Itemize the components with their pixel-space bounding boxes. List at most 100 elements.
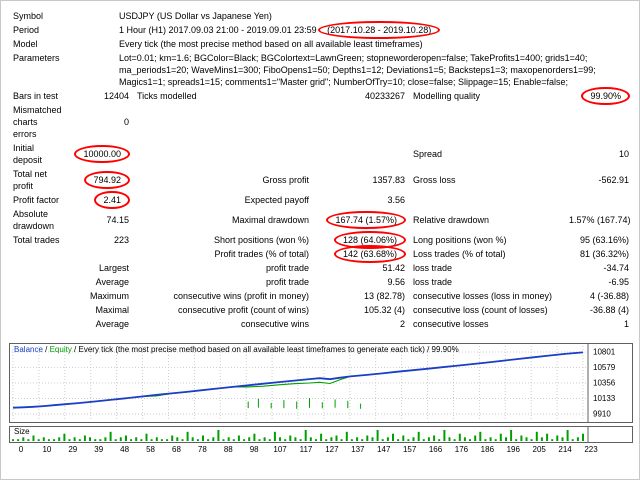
- size-plot: [12, 427, 589, 442]
- total-trades-value: 223: [113, 235, 129, 245]
- report-table: Symbol USDJPY (US Dollar vs Japanese Yen…: [9, 9, 633, 331]
- average-profit-trade-label: profit trade: [265, 277, 309, 287]
- average2-label: Average: [95, 319, 129, 329]
- x-axis-tick: 166: [428, 445, 443, 454]
- max-consecutive-losses-label: consecutive losses (loss in money): [413, 291, 553, 301]
- y-axis-label: 10133: [593, 394, 616, 403]
- period-label: Period: [13, 25, 40, 35]
- model-value: Every tick (the most precise method base…: [119, 39, 423, 49]
- report-row: Maximal consecutive profit (count of win…: [9, 303, 633, 317]
- short-positions-label: Short positions (won %): [213, 235, 309, 245]
- report-row: Bars in test 12404 Ticks modelled 402332…: [9, 87, 633, 105]
- x-axis-tick: 186: [480, 445, 495, 454]
- balance-equity-plot: 10801 10579 10356 10133 9910: [12, 344, 616, 422]
- report-row: Parameters Lot=0.01; km=1.6; BGColor=Bla…: [9, 51, 633, 89]
- empty-cell: [409, 193, 565, 207]
- mismatched-errors-label: Mismatched charts errors: [13, 105, 62, 139]
- initial-deposit-label: Initial deposit: [13, 143, 43, 165]
- long-positions-label: Long positions (won %): [413, 235, 507, 245]
- avg-consecutive-losses-value: 1: [624, 319, 630, 329]
- modelling-quality-label: Modelling quality: [413, 91, 481, 101]
- empty-cell: [9, 247, 67, 261]
- chart-legend: Balance / Equity / Every tick (the most …: [14, 345, 459, 355]
- average-profit-trade-value: 9.56: [387, 277, 405, 287]
- highlight-oval: 2.41: [94, 191, 130, 209]
- x-axis-tick: 0: [18, 445, 24, 454]
- x-axis-tick: 68: [172, 445, 181, 454]
- empty-cell: [67, 247, 133, 261]
- x-axis-tick: 157: [402, 445, 417, 454]
- largest-profit-trade-value: 51.42: [382, 263, 405, 273]
- balance-equity-chart: Balance / Equity / Every tick (the most …: [9, 343, 633, 423]
- long-positions-value: 95 (63.16%): [579, 235, 630, 245]
- x-axis-tick: 117: [299, 445, 313, 454]
- absolute-drawdown-value: 74.15: [106, 215, 129, 225]
- average-label: Average: [95, 277, 129, 287]
- parameters-label: Parameters: [13, 53, 60, 63]
- max-consecutive-loss-value: -36.88 (4): [589, 305, 630, 315]
- largest-loss-trade-label: loss trade: [413, 263, 453, 273]
- report-row: Profit trades (% of total) 142 (63.68%) …: [9, 245, 633, 263]
- relative-drawdown-value: 1.57% (167.74): [569, 215, 631, 225]
- y-axis-label: 10801: [593, 348, 616, 357]
- report-row: Average consecutive wins 2 consecutive l…: [9, 317, 633, 331]
- gross-profit-value: 1357.83: [372, 175, 405, 185]
- x-axis-tick: 107: [273, 445, 287, 454]
- largest-profit-trade-label: profit trade: [265, 263, 309, 273]
- spread-value: 10: [619, 149, 630, 159]
- x-axis-tick: 29: [68, 445, 78, 454]
- average-loss-trade-value: -6.95: [608, 277, 630, 287]
- x-axis-tick: 214: [558, 445, 572, 454]
- profit-trades-label: Profit trades (% of total): [214, 249, 309, 259]
- size-chart: Size: [9, 426, 633, 443]
- y-axis-label: 10356: [593, 379, 616, 388]
- bars-in-test-value: 12404: [103, 91, 129, 101]
- spread-label: Spread: [413, 149, 443, 159]
- parameters-value: Lot=0.01; km=1.6; BGColor=Black; BGColor…: [119, 53, 596, 87]
- absolute-drawdown-label: Absolute drawdown: [13, 209, 55, 231]
- symbol-value: USDJPY (US Dollar vs Japanese Yen): [119, 11, 272, 21]
- period-value: 1 Hour (H1) 2017.09.03 21:00 - 2019.09.0…: [67, 21, 633, 39]
- avg-consecutive-losses-label: consecutive losses: [413, 319, 489, 329]
- expected-payoff-value: 3.56: [387, 195, 405, 205]
- x-axis-tick: 196: [506, 445, 520, 454]
- legend-equity-label: Equity: [49, 345, 72, 354]
- x-axis-tick: 147: [377, 445, 391, 454]
- report-row: Symbol USDJPY (US Dollar vs Japanese Yen…: [9, 9, 633, 23]
- empty-cell: [133, 103, 633, 141]
- maximal-drawdown-label: Maximal drawdown: [231, 215, 309, 225]
- highlight-oval: 99.90%: [581, 87, 630, 105]
- profit-factor-label: Profit factor: [13, 195, 60, 205]
- relative-drawdown-label: Relative drawdown: [413, 215, 490, 225]
- avg-consecutive-wins-label: consecutive wins: [240, 319, 309, 329]
- highlight-oval: 142 (63.68%): [333, 245, 407, 263]
- model-label: Model: [13, 39, 38, 49]
- x-axis-tick: 127: [325, 445, 339, 454]
- x-axis-tick: 176: [454, 445, 469, 454]
- report-row: Period 1 Hour (H1) 2017.09.03 21:00 - 20…: [9, 21, 633, 39]
- ticks-modelled-label: Ticks modelled: [137, 91, 197, 101]
- report-row: Maximum consecutive wins (profit in mone…: [9, 289, 633, 303]
- gross-loss-label: Gross loss: [413, 175, 456, 185]
- largest-label: Largest: [98, 263, 129, 273]
- empty-cell: [313, 141, 409, 167]
- x-axis-tick: 10: [42, 445, 52, 454]
- y-axis-label: 10579: [593, 363, 616, 372]
- gross-loss-value: -562.91: [598, 175, 630, 185]
- empty-cell: [565, 193, 633, 207]
- highlight-oval: (2017.10.28 - 2019.10.28): [318, 21, 441, 39]
- mismatched-errors-value: 0: [123, 117, 129, 127]
- max-consecutive-losses-value: 4 (-36.88): [589, 291, 630, 301]
- x-axis-tick: 98: [249, 445, 259, 454]
- max-consecutive-profit-label: consecutive profit (count of wins): [177, 305, 309, 315]
- bars-in-test-label: Bars in test: [13, 91, 59, 101]
- highlight-oval: 167.74 (1.57%): [326, 211, 406, 229]
- ticks-modelled-value: 40233267: [364, 91, 405, 101]
- max-consecutive-wins-value: 13 (82.78): [363, 291, 405, 301]
- report-row: Initial deposit 10000.00 Spread 10: [9, 141, 633, 167]
- highlight-oval: 10000.00: [74, 145, 130, 163]
- expected-payoff-label: Expected payoff: [244, 195, 309, 205]
- max-consecutive-loss-label: consecutive loss (count of losses): [413, 305, 548, 315]
- x-axis-tick: 223: [584, 445, 598, 454]
- modelling-quality-value: 99.90%: [565, 87, 633, 105]
